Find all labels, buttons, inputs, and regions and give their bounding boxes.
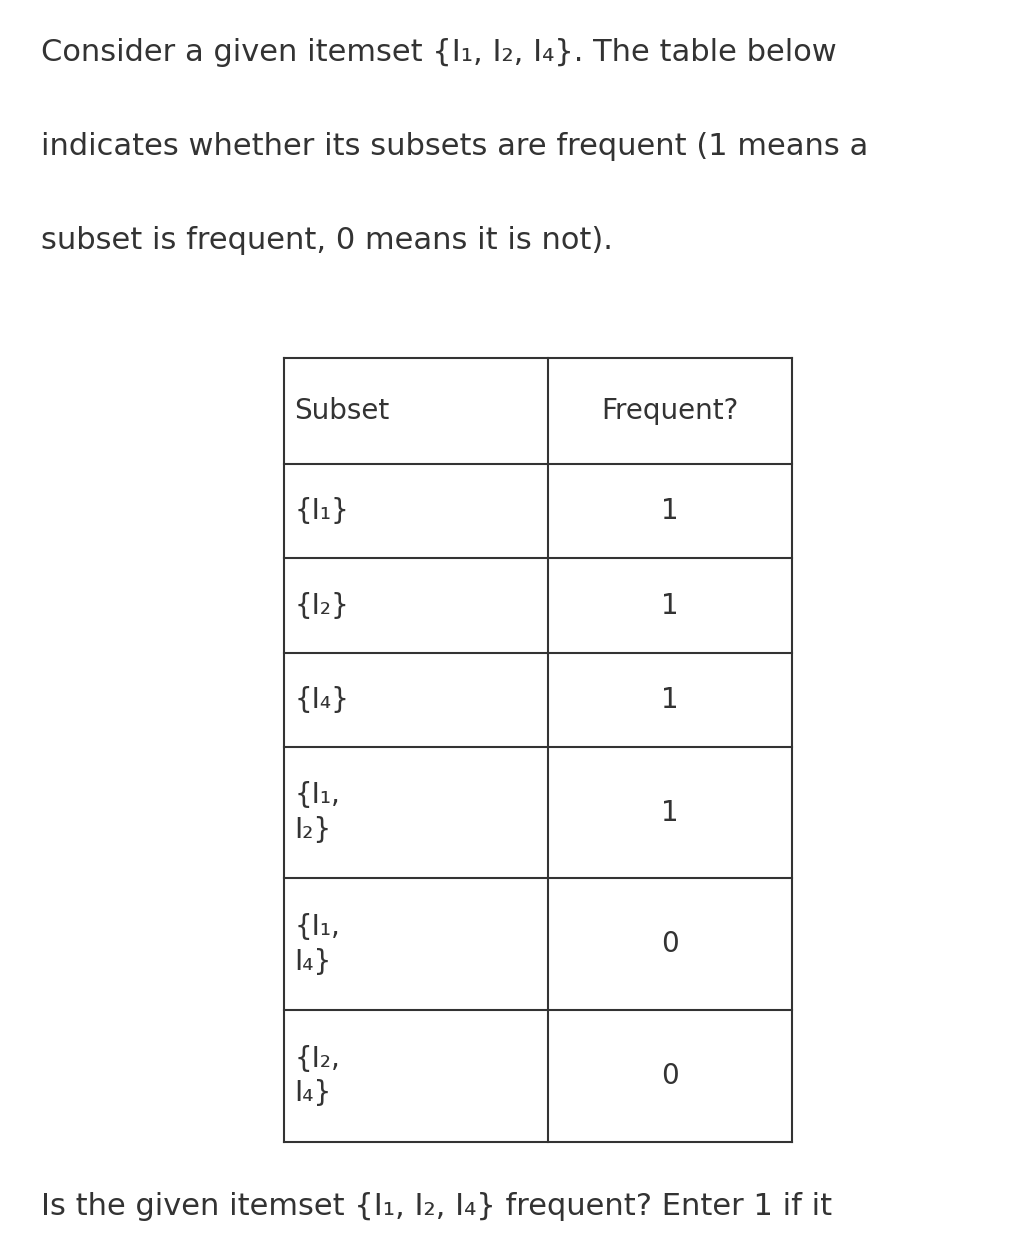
Text: Is the given itemset {I₁, I₂, I₄} frequent? Enter 1 if it: Is the given itemset {I₁, I₂, I₄} freque… bbox=[41, 1192, 831, 1221]
Text: Subset: Subset bbox=[294, 397, 390, 425]
Text: {I₁}: {I₁} bbox=[294, 497, 349, 526]
Text: {I₂}: {I₂} bbox=[294, 591, 349, 620]
Text: {I₁,
I₂}: {I₁, I₂} bbox=[294, 782, 340, 843]
Text: 0: 0 bbox=[661, 1062, 679, 1091]
Text: Consider a given itemset {I₁, I₂, I₄}. The table below: Consider a given itemset {I₁, I₂, I₄}. T… bbox=[41, 38, 836, 67]
Text: 1: 1 bbox=[661, 798, 679, 827]
Text: Frequent?: Frequent? bbox=[601, 397, 739, 425]
Text: indicates whether its subsets are frequent (1 means a: indicates whether its subsets are freque… bbox=[41, 132, 868, 161]
Text: 1: 1 bbox=[661, 685, 679, 714]
Text: {I₂,
I₄}: {I₂, I₄} bbox=[294, 1045, 340, 1107]
Text: {I₁,
I₄}: {I₁, I₄} bbox=[294, 914, 340, 975]
Text: 1: 1 bbox=[661, 497, 679, 526]
Text: 0: 0 bbox=[661, 930, 679, 959]
Text: 1: 1 bbox=[661, 591, 679, 620]
Text: subset is frequent, 0 means it is not).: subset is frequent, 0 means it is not). bbox=[41, 226, 612, 255]
Text: {I₄}: {I₄} bbox=[294, 685, 349, 714]
